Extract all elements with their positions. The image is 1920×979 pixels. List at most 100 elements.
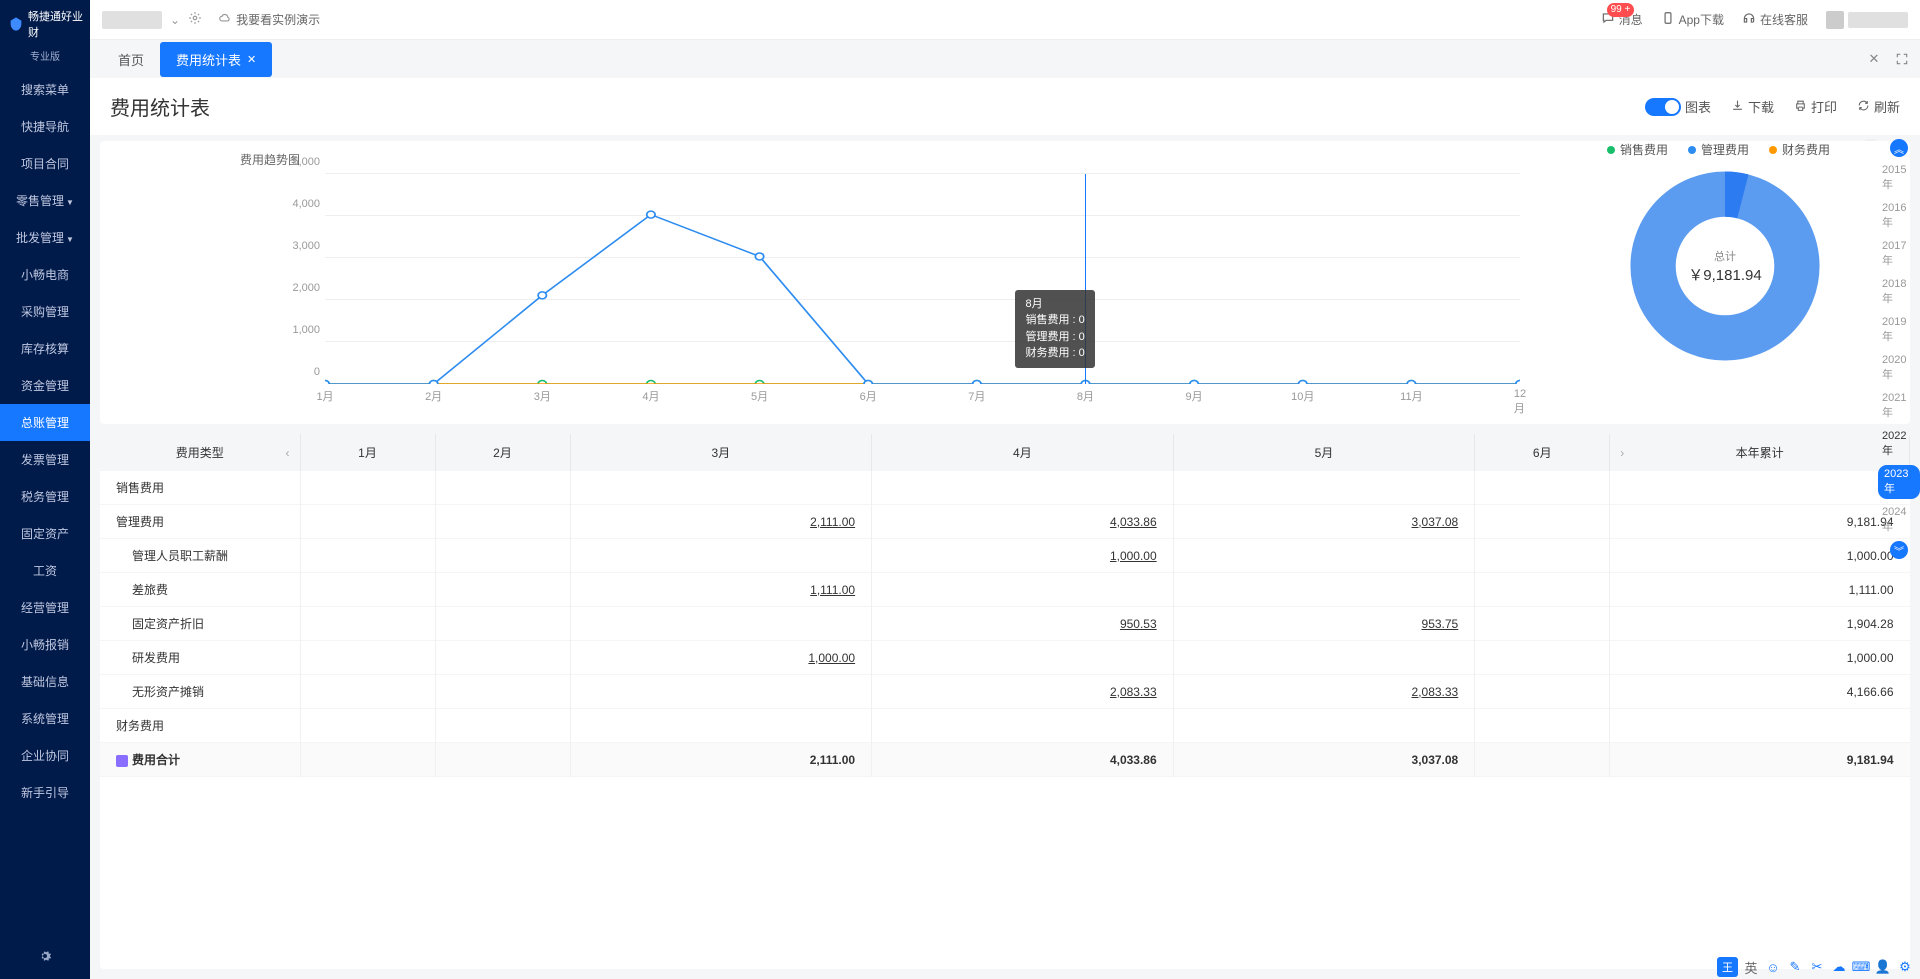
- fullscreen-icon[interactable]: [1892, 49, 1912, 69]
- refresh-action[interactable]: 刷新: [1857, 97, 1900, 116]
- sidebar-item[interactable]: 小畅电商: [0, 256, 90, 293]
- tab-close-all[interactable]: ✕: [1864, 49, 1884, 69]
- tooltip-title: 8月: [1025, 296, 1084, 313]
- service-button[interactable]: 在线客服: [1742, 11, 1808, 28]
- chevron-down-icon: ▼: [66, 198, 74, 207]
- messages-button[interactable]: 99 + 消息: [1601, 11, 1643, 28]
- sidebar-item[interactable]: 总账管理: [0, 404, 90, 441]
- table-prev-button[interactable]: ‹: [286, 446, 290, 460]
- ime-brand[interactable]: 王: [1717, 957, 1738, 977]
- cell: [872, 471, 1174, 505]
- year-option[interactable]: 2019年: [1878, 313, 1920, 347]
- year-option[interactable]: 2022年: [1878, 427, 1920, 461]
- ime-edit-icon[interactable]: ✎: [1786, 958, 1804, 976]
- demo-link[interactable]: 我要看实例演示: [218, 11, 320, 28]
- cell: [300, 709, 435, 743]
- sidebar-item[interactable]: 税务管理: [0, 478, 90, 515]
- ime-keyboard-icon[interactable]: ⌨: [1852, 958, 1870, 976]
- cell[interactable]: 2,083.33: [872, 675, 1174, 709]
- sidebar-item[interactable]: 基础信息: [0, 663, 90, 700]
- sidebar-item[interactable]: 快捷导航: [0, 108, 90, 145]
- cell[interactable]: 1,000.00: [872, 539, 1174, 573]
- ime-user-icon[interactable]: 👤: [1874, 958, 1892, 976]
- ime-cloud-icon[interactable]: ☁: [1830, 958, 1848, 976]
- x-tick: 4月: [642, 388, 659, 404]
- legend-item[interactable]: 销售费用: [1607, 141, 1668, 158]
- sidebar-item[interactable]: 企业协同: [0, 737, 90, 774]
- chart-toggle-label: 图表: [1685, 97, 1711, 116]
- download-action[interactable]: 下载: [1731, 97, 1774, 116]
- donut-label: 总计: [1714, 248, 1736, 264]
- settings-icon[interactable]: [0, 936, 90, 979]
- sidebar-item[interactable]: 发票管理: [0, 441, 90, 478]
- year-option[interactable]: 2021年: [1878, 389, 1920, 423]
- sidebar-item[interactable]: 库存核算: [0, 330, 90, 367]
- cell: [1475, 471, 1610, 505]
- x-tick: 2月: [425, 388, 442, 404]
- year-option[interactable]: 2015年: [1878, 161, 1920, 195]
- download-button[interactable]: App下载: [1661, 11, 1724, 28]
- year-strip: ︽ 2015年 2016年 2017年 2018年 2019年 2020年 2021年 202…: [1878, 135, 1920, 563]
- page-header: 费用统计表 图表 下载: [90, 78, 1920, 135]
- total-cell: 3,037.08: [1173, 743, 1475, 777]
- legend-item[interactable]: 管理费用: [1688, 141, 1749, 158]
- chart-toggle[interactable]: 图表: [1645, 97, 1711, 116]
- sidebar-item[interactable]: 采购管理: [0, 293, 90, 330]
- cell: [872, 641, 1174, 675]
- tab-active[interactable]: 费用统计表 ✕: [160, 42, 272, 77]
- sidebar-item[interactable]: 项目合同: [0, 145, 90, 182]
- cell[interactable]: 1,111.00: [570, 573, 872, 607]
- row-total: 9,181.94: [1610, 505, 1910, 539]
- cell[interactable]: 950.53: [872, 607, 1174, 641]
- ime-scissor-icon[interactable]: ✂: [1808, 958, 1826, 976]
- cell[interactable]: 4,033.86: [872, 505, 1174, 539]
- tenant-selector[interactable]: ⌄: [102, 11, 202, 29]
- download-icon: [1731, 99, 1744, 115]
- tenant-name: [102, 11, 162, 29]
- sidebar-item[interactable]: 资金管理: [0, 367, 90, 404]
- ime-lang[interactable]: 英: [1742, 958, 1760, 976]
- year-option[interactable]: 2018年: [1878, 275, 1920, 309]
- year-down-button[interactable]: ︾: [1890, 541, 1908, 559]
- ime-smile-icon[interactable]: ☺: [1764, 958, 1782, 976]
- toggle-switch[interactable]: [1645, 98, 1681, 116]
- sidebar-item[interactable]: 经营管理: [0, 589, 90, 626]
- year-option[interactable]: 2016年: [1878, 199, 1920, 233]
- cell[interactable]: 2,083.33: [1173, 675, 1475, 709]
- print-action[interactable]: 打印: [1794, 97, 1837, 116]
- ime-taskbar: 王 英 ☺ ✎ ✂ ☁ ⌨ 👤 ⚙: [1717, 957, 1914, 977]
- sidebar-item[interactable]: 批发管理▼: [0, 219, 90, 256]
- year-option[interactable]: 2017年: [1878, 237, 1920, 271]
- row-total: 1,000.00: [1610, 641, 1910, 675]
- x-axis: 1月2月3月4月5月6月7月8月9月10月11月12月: [325, 388, 1520, 406]
- legend-item[interactable]: 财务费用: [1769, 141, 1830, 158]
- sidebar-item[interactable]: 小畅报销: [0, 626, 90, 663]
- legend-label: 财务费用: [1782, 141, 1830, 158]
- year-option[interactable]: 2024年: [1878, 503, 1920, 537]
- sidebar-item[interactable]: 系统管理: [0, 700, 90, 737]
- ime-gear-icon[interactable]: ⚙: [1896, 958, 1914, 976]
- sidebar-item[interactable]: 新手引导: [0, 774, 90, 811]
- gear-icon[interactable]: [188, 11, 202, 28]
- cell[interactable]: 3,037.08: [1173, 505, 1475, 539]
- chart-legend: 销售费用 管理费用 财务费用: [1607, 141, 1830, 158]
- cell[interactable]: 2,111.00: [570, 505, 872, 539]
- year-option[interactable]: 2023年: [1878, 465, 1920, 499]
- cell[interactable]: 1,000.00: [570, 641, 872, 675]
- cell: [435, 471, 570, 505]
- sidebar-item[interactable]: 搜索菜单: [0, 71, 90, 108]
- cloud-icon: [218, 11, 232, 28]
- tab-home[interactable]: 首页: [102, 42, 160, 77]
- year-up-button[interactable]: ︽: [1890, 139, 1908, 157]
- headset-icon: [1742, 11, 1756, 28]
- sidebar-item[interactable]: 零售管理▼: [0, 182, 90, 219]
- user-menu[interactable]: [1826, 11, 1908, 29]
- sidebar-item[interactable]: 工资: [0, 552, 90, 589]
- close-icon[interactable]: ✕: [247, 53, 256, 66]
- cell[interactable]: 953.75: [1173, 607, 1475, 641]
- th-type: 费用类型‹: [100, 434, 300, 471]
- sidebar-item[interactable]: 固定资产: [0, 515, 90, 552]
- year-option[interactable]: 2020年: [1878, 351, 1920, 385]
- nav: 搜索菜单快捷导航项目合同零售管理▼批发管理▼小畅电商采购管理库存核算资金管理总账…: [0, 71, 90, 936]
- table-next-button[interactable]: ›: [1620, 446, 1624, 460]
